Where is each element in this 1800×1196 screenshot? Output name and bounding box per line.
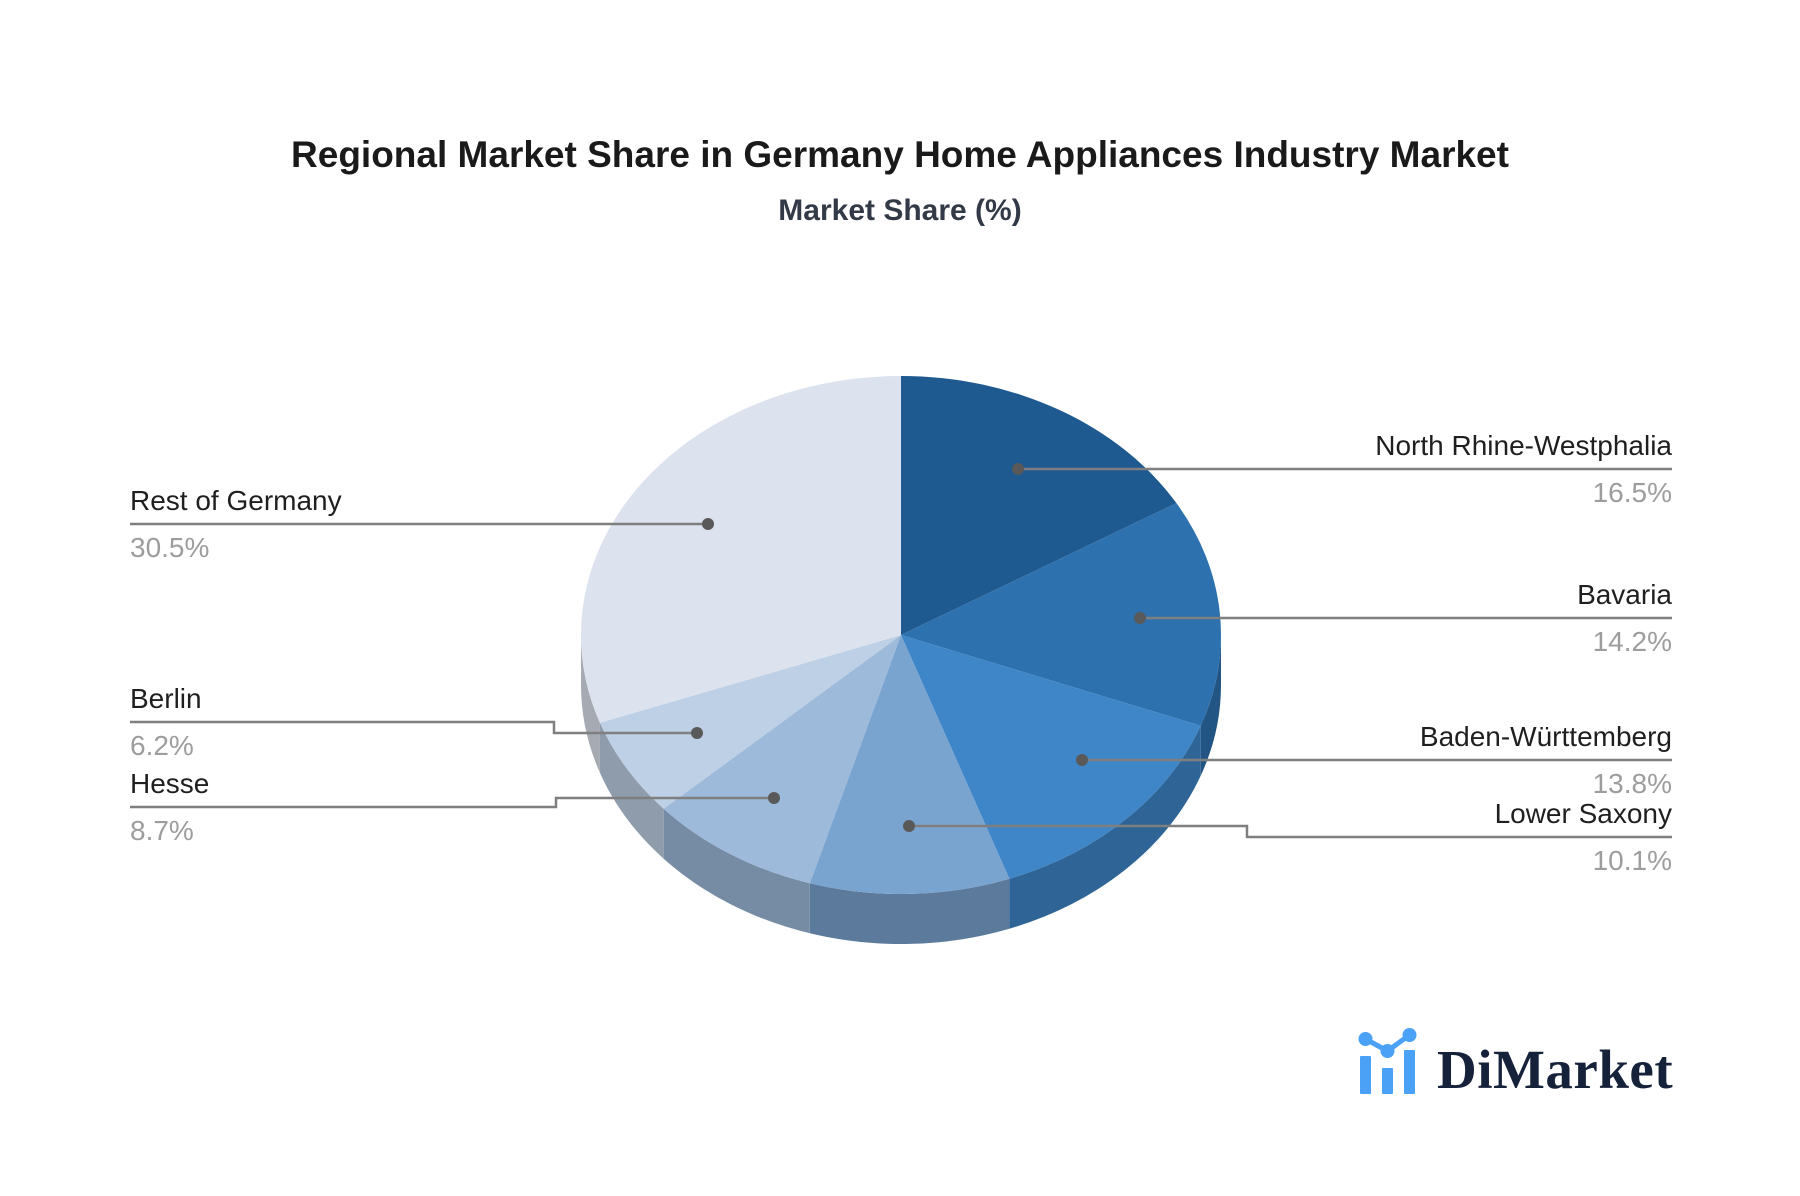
pie-slice-berlin[interactable] bbox=[599, 635, 901, 809]
leader-line-lower-saxony bbox=[909, 824, 1672, 839]
pie-slice-north-rhine-westphalia[interactable] bbox=[901, 376, 1177, 635]
pie-slice-rest-of-germany[interactable] bbox=[581, 376, 901, 723]
bar-line-chart-icon bbox=[1358, 1028, 1417, 1094]
pie-slice-side-berlin bbox=[599, 722, 664, 859]
slice-value-bavaria: 14.2% bbox=[1592, 626, 1672, 657]
slice-value-lower-saxony: 10.1% bbox=[1592, 845, 1672, 876]
leader-dot-north-rhine-westphalia bbox=[1012, 463, 1024, 475]
leader-dot-bavaria bbox=[1134, 612, 1146, 624]
pie-slice-side-lower-saxony bbox=[809, 878, 1010, 944]
logo-brand-text: DiMarket bbox=[1437, 1039, 1674, 1101]
pie-slice-side-bavaria bbox=[1200, 635, 1221, 776]
chart-title: Regional Market Share in Germany Home Ap… bbox=[291, 134, 1509, 175]
slice-label-baden-w-rttemberg: Baden-Württemberg bbox=[1419, 721, 1672, 752]
slice-label-hesse: Hesse bbox=[130, 768, 210, 799]
slice-value-north-rhine-westphalia: 16.5% bbox=[1592, 477, 1672, 508]
pie-slice-side-rest-of-germany bbox=[581, 635, 600, 773]
pie-slice-baden-w-rttemberg[interactable] bbox=[901, 635, 1201, 879]
pie-slice-side-hesse bbox=[663, 808, 810, 934]
leader-dot-baden-w-rttemberg bbox=[1076, 754, 1088, 766]
pie-slice-side-baden-w-rttemberg bbox=[1009, 725, 1201, 929]
leader-dot-rest-of-germany bbox=[702, 518, 714, 530]
slice-label-bavaria: Bavaria bbox=[1577, 579, 1672, 610]
slice-label-berlin: Berlin bbox=[130, 683, 202, 714]
leader-dot-hesse bbox=[768, 792, 780, 804]
slice-label-rest-of-germany: Rest of Germany bbox=[130, 485, 342, 516]
leader-line-berlin bbox=[130, 720, 697, 735]
pie-slice-hesse[interactable] bbox=[663, 635, 901, 884]
slice-value-rest-of-germany: 30.5% bbox=[130, 532, 210, 563]
slice-label-north-rhine-westphalia: North Rhine-Westphalia bbox=[1375, 430, 1672, 461]
pie-slice-bavaria[interactable] bbox=[901, 503, 1221, 726]
slice-value-baden-w-rttemberg: 13.8% bbox=[1592, 768, 1672, 799]
leader-dot-berlin bbox=[691, 727, 703, 739]
slice-label-lower-saxony: Lower Saxony bbox=[1494, 798, 1672, 829]
pie-slice-lower-saxony[interactable] bbox=[809, 635, 1010, 894]
slice-value-hesse: 8.7% bbox=[130, 815, 194, 846]
dimarket-logo: DiMarket bbox=[1358, 1026, 1674, 1101]
chart-subtitle: Market Share (%) bbox=[778, 194, 1022, 227]
leader-dot-lower-saxony bbox=[903, 820, 915, 832]
leader-line-hesse bbox=[130, 796, 774, 809]
slice-value-berlin: 6.2% bbox=[130, 730, 194, 761]
